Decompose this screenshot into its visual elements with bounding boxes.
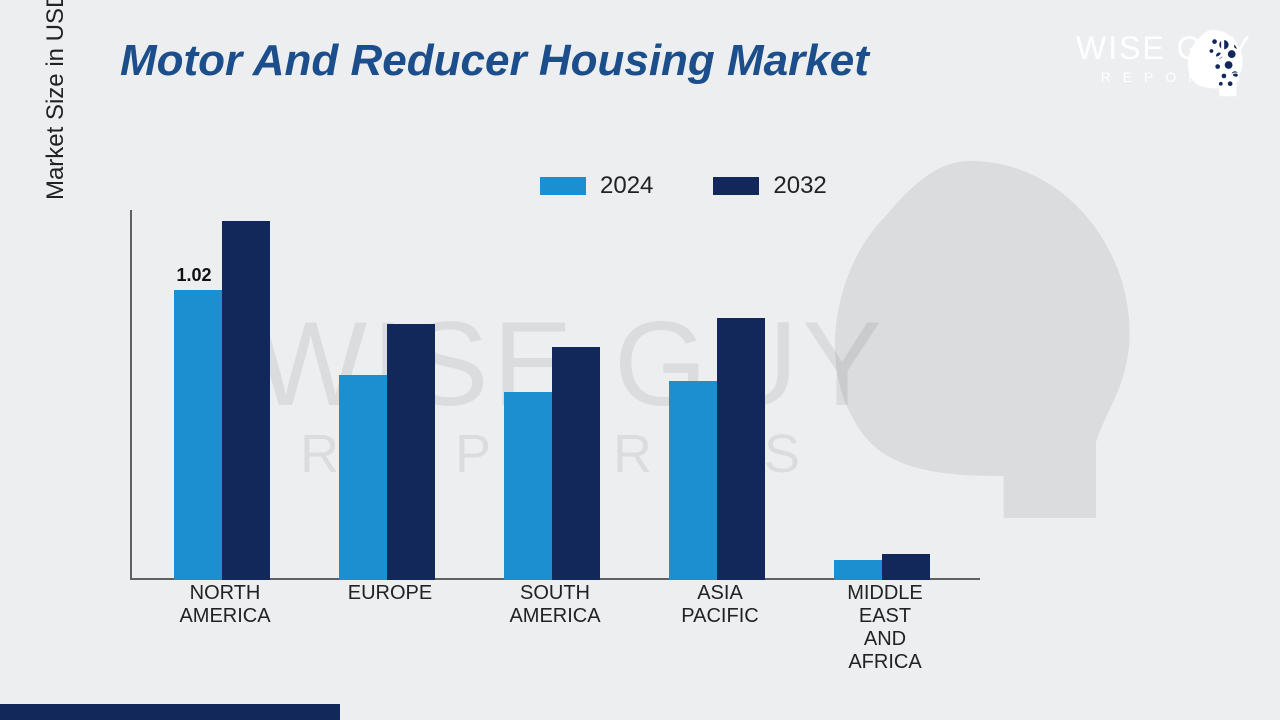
legend-swatch-2032 [713, 177, 759, 195]
infographic-stage: WISE GUY REPORTS Motor And Reducer Housi… [0, 0, 1280, 720]
bar-2024 [834, 560, 882, 580]
brand-line1: WISE GUY [1076, 30, 1252, 67]
bar-2032 [387, 324, 435, 580]
y-axis-line [130, 210, 132, 580]
bar-2032 [882, 554, 930, 580]
brand-logo: WISE GUY REPORTS [1076, 30, 1252, 85]
legend-item-2024: 2024 [540, 172, 653, 200]
legend-label-2032: 2032 [773, 172, 826, 200]
bar-value-label: 1.02 [164, 265, 224, 286]
bar-2024 [504, 392, 552, 580]
brand-line2: REPORTS [1076, 69, 1252, 85]
category-label: SOUTHAMERICA [480, 582, 630, 628]
legend-label-2024: 2024 [600, 172, 653, 200]
category-label: NORTHAMERICA [150, 582, 300, 628]
y-axis-label: Market Size in USD Billion [42, 0, 70, 260]
category-label: EUROPE [315, 582, 465, 605]
bar-2032 [717, 318, 765, 580]
bottom-accent-bar [0, 704, 340, 720]
bar-2024 [174, 290, 222, 580]
bar-2032 [222, 221, 270, 580]
legend: 2024 2032 [540, 172, 827, 200]
chart-plot: 1.02 [130, 210, 980, 580]
category-label: ASIAPACIFIC [645, 582, 795, 628]
legend-swatch-2024 [540, 177, 586, 195]
bar-2024 [669, 381, 717, 580]
bar-2032 [552, 347, 600, 580]
legend-item-2032: 2032 [713, 172, 826, 200]
bar-2024 [339, 375, 387, 580]
category-label: MIDDLEEASTANDAFRICA [810, 582, 960, 674]
page-title: Motor And Reducer Housing Market [120, 36, 869, 86]
